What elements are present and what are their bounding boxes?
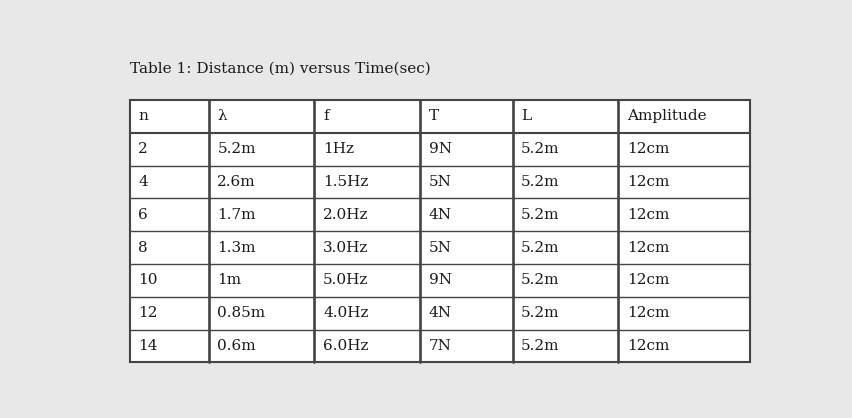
- Text: 12cm: 12cm: [627, 241, 669, 255]
- Text: 5.2m: 5.2m: [521, 208, 560, 222]
- Text: 12cm: 12cm: [627, 273, 669, 288]
- Text: 8: 8: [138, 241, 147, 255]
- Text: 1.7m: 1.7m: [217, 208, 256, 222]
- Text: n: n: [138, 110, 148, 123]
- Text: 5N: 5N: [429, 241, 452, 255]
- Text: 3.0Hz: 3.0Hz: [323, 241, 368, 255]
- Text: f: f: [323, 110, 329, 123]
- Text: 12: 12: [138, 306, 158, 320]
- Text: 5.2m: 5.2m: [521, 241, 560, 255]
- Text: 2: 2: [138, 142, 148, 156]
- Text: 6.0Hz: 6.0Hz: [323, 339, 369, 353]
- Text: 12cm: 12cm: [627, 208, 669, 222]
- Text: 2.6m: 2.6m: [217, 175, 256, 189]
- Text: 5N: 5N: [429, 175, 452, 189]
- Text: 6: 6: [138, 208, 148, 222]
- Text: L: L: [521, 110, 532, 123]
- Text: 5.2m: 5.2m: [521, 339, 560, 353]
- Text: 4.0Hz: 4.0Hz: [323, 306, 369, 320]
- Text: 12cm: 12cm: [627, 175, 669, 189]
- Text: 1m: 1m: [217, 273, 242, 288]
- Text: 9N: 9N: [429, 273, 452, 288]
- Text: 5.2m: 5.2m: [521, 175, 560, 189]
- Text: 7N: 7N: [429, 339, 452, 353]
- Text: 10: 10: [138, 273, 158, 288]
- Text: 9N: 9N: [429, 142, 452, 156]
- Text: 4N: 4N: [429, 306, 452, 320]
- Text: 1.3m: 1.3m: [217, 241, 256, 255]
- Text: 12cm: 12cm: [627, 339, 669, 353]
- Text: λ: λ: [217, 110, 227, 123]
- Text: 1.5Hz: 1.5Hz: [323, 175, 368, 189]
- Text: T: T: [429, 110, 439, 123]
- Text: 4: 4: [138, 175, 148, 189]
- Text: 5.0Hz: 5.0Hz: [323, 273, 368, 288]
- Text: 4N: 4N: [429, 208, 452, 222]
- Text: 2.0Hz: 2.0Hz: [323, 208, 369, 222]
- Text: 1Hz: 1Hz: [323, 142, 354, 156]
- Text: 5.2m: 5.2m: [521, 306, 560, 320]
- Text: 12cm: 12cm: [627, 142, 669, 156]
- Text: 0.85m: 0.85m: [217, 306, 266, 320]
- Text: 12cm: 12cm: [627, 306, 669, 320]
- Text: 0.6m: 0.6m: [217, 339, 256, 353]
- Text: 5.2m: 5.2m: [521, 142, 560, 156]
- Text: 14: 14: [138, 339, 158, 353]
- Text: Amplitude: Amplitude: [627, 110, 706, 123]
- Text: 5.2m: 5.2m: [217, 142, 256, 156]
- Text: Table 1: Distance (m) versus Time(sec): Table 1: Distance (m) versus Time(sec): [130, 61, 430, 75]
- Text: 5.2m: 5.2m: [521, 273, 560, 288]
